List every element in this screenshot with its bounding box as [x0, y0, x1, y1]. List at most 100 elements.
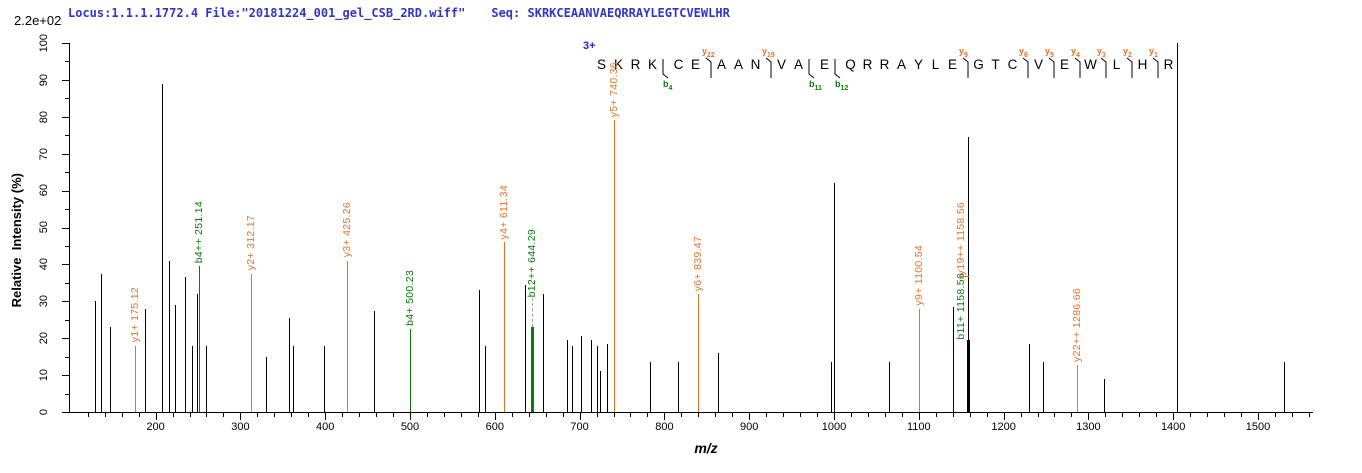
y-major-tick [62, 375, 69, 377]
annotated-peak [968, 137, 970, 412]
y-tick-label: 0 [38, 408, 50, 416]
y-minor-tick [65, 356, 69, 358]
sequence-residue: R [879, 57, 890, 72]
sequence-residue: Q [845, 57, 856, 72]
precursor-charge-label: 3+ [583, 40, 596, 52]
x-minor-tick [172, 413, 174, 417]
peak-label: b4+ 500.23 [404, 270, 417, 327]
x-minor-tick [1156, 413, 1158, 417]
peak-label: y22++ 1286.66 [1071, 288, 1084, 363]
peak-label: y19++ 1158.56 [955, 202, 970, 278]
y-minor-tick [65, 135, 69, 137]
peak [1284, 362, 1286, 412]
peak [889, 362, 891, 412]
x-major-tick [1173, 413, 1175, 420]
x-minor-tick [1274, 413, 1276, 417]
x-tick-label: 1300 [1076, 421, 1101, 433]
x-minor-tick [783, 413, 785, 417]
sequence-residue: C [1007, 57, 1018, 72]
x-minor-tick [528, 413, 530, 417]
peak [485, 345, 487, 412]
x-tick-label: 700 [570, 421, 589, 433]
x-minor-tick [1105, 413, 1107, 417]
y-tick-label: 70 [38, 147, 50, 160]
x-minor-tick [986, 413, 988, 417]
x-minor-tick [1071, 413, 1073, 417]
y-axis-title: Relative Intensity (%) [8, 172, 24, 308]
x-minor-tick [867, 413, 869, 417]
x-major-tick [410, 413, 411, 420]
peak [599, 371, 601, 412]
x-minor-tick [850, 413, 852, 417]
sequence-residue: A [733, 57, 743, 72]
peak-label: b4++ 251.14 [192, 201, 205, 264]
peak [101, 273, 103, 412]
sequence-residue: L [931, 57, 940, 72]
x-minor-tick [935, 413, 937, 417]
sequence-residue: V [776, 57, 786, 72]
x-tick-label: 500 [400, 421, 420, 433]
x-minor-tick [1241, 413, 1243, 417]
x-tick-label: 400 [316, 421, 335, 433]
y-major-tick [62, 338, 69, 340]
peak [169, 260, 171, 412]
x-tick-label: 1000 [821, 421, 847, 433]
x-minor-tick [1190, 413, 1192, 417]
x-minor-tick [613, 413, 615, 417]
peak [597, 345, 599, 412]
y1-cleavage-marker: y1 [1149, 46, 1160, 79]
y-major-tick [62, 264, 69, 266]
ion-label-y6: y6 [1019, 46, 1028, 59]
annotated-peak [410, 328, 412, 412]
y-tick-label: 80 [38, 110, 50, 123]
peak [94, 301, 96, 412]
y-minor-tick [65, 61, 69, 63]
x-minor-tick [257, 413, 259, 417]
peak-label: y3+ 425.26 [340, 202, 353, 258]
sequence-residue: S [596, 57, 606, 72]
sequence-residue: A [716, 57, 726, 72]
x-minor-tick [1037, 413, 1039, 417]
x-minor-tick [291, 413, 293, 417]
y-minor-tick [65, 98, 69, 100]
x-minor-tick [104, 413, 106, 417]
ion-label-b11: b11 [809, 79, 822, 92]
x-minor-tick [1291, 413, 1293, 417]
peak [571, 345, 573, 412]
y-tick-label: 90 [38, 73, 50, 87]
ion-label-y4: y4 [1071, 46, 1080, 59]
sequence-residue: G [973, 57, 984, 72]
sequence-residue: K [613, 57, 623, 72]
peak [292, 345, 294, 412]
y-major-tick [62, 412, 69, 413]
sequence-residue: A [896, 57, 906, 72]
y3-cleavage-marker: y3 [1097, 46, 1108, 79]
sequence-residue: C [673, 57, 684, 72]
y-minor-tick [65, 172, 69, 174]
sequence-residue: R [1163, 57, 1174, 72]
x-minor-tick [87, 413, 89, 417]
peak [478, 290, 480, 412]
ion-label-y9: y9 [959, 46, 968, 59]
peak [606, 343, 608, 412]
peak-label: y9+ 1100.54 [913, 245, 926, 306]
ion-label-y19: y19 [762, 46, 775, 59]
sequence-residue: R [862, 57, 873, 72]
y-tick-label: 40 [38, 258, 50, 271]
x-major-tick [579, 413, 581, 420]
x-minor-tick [274, 413, 276, 417]
sequence-residue: W [1084, 57, 1097, 72]
peak [525, 284, 527, 412]
sequence-residue: V [1033, 57, 1043, 72]
peak [288, 317, 290, 412]
x-axis-line [69, 412, 1313, 413]
sequence-residue: H [1137, 57, 1148, 72]
peak [206, 345, 208, 412]
peak [185, 277, 187, 412]
x-tick-label: 1500 [1245, 421, 1271, 433]
x-tick-label: 200 [146, 421, 165, 433]
peak-label: y4+ 611.34 [498, 184, 511, 240]
peak-label: b12++ 644.29 [526, 229, 539, 298]
y-major-tick [62, 43, 69, 44]
